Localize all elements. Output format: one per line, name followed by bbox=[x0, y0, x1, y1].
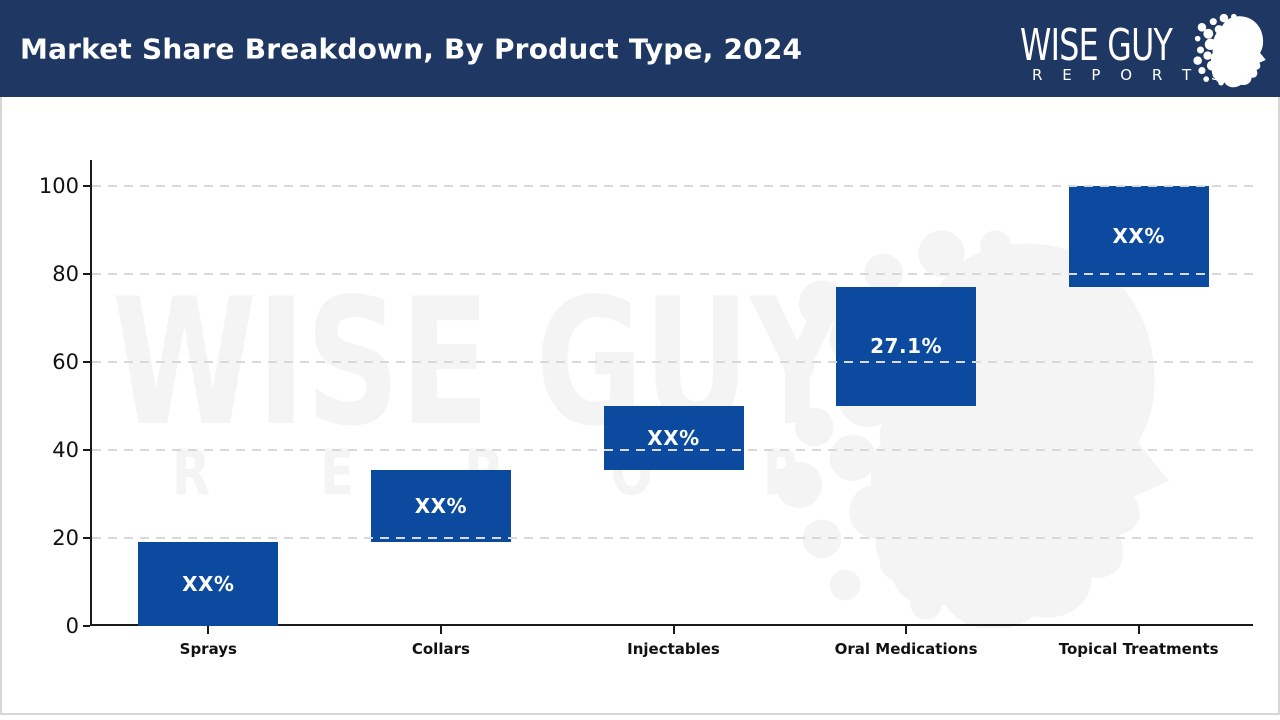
x-tick-sprays bbox=[207, 626, 210, 634]
bar-value-label-collars: XX% bbox=[414, 494, 468, 519]
gridline-60 bbox=[92, 361, 1253, 363]
x-tick-injectables bbox=[672, 626, 675, 634]
y-tick-40 bbox=[83, 449, 90, 451]
y-tick-label-20: 20 bbox=[52, 526, 79, 550]
y-tick-label-100: 100 bbox=[38, 174, 79, 198]
bar-value-label-sprays: XX% bbox=[182, 572, 235, 597]
x-tick-topical-treatments bbox=[1137, 626, 1140, 634]
header-bar: Market Share Breakdown, By Product Type,… bbox=[0, 0, 1280, 97]
y-tick-80 bbox=[83, 273, 90, 275]
gridline-20 bbox=[92, 537, 1253, 539]
gridline-80 bbox=[92, 273, 1253, 275]
y-tick-label-40: 40 bbox=[52, 438, 79, 462]
y-tick-0 bbox=[83, 625, 90, 627]
bar-oral-medications: 27.1% bbox=[836, 286, 977, 406]
wise-guy-reports-logo: WISE GUY R E P O R T S bbox=[1020, 4, 1266, 94]
y-tick-label-60: 60 bbox=[52, 350, 79, 374]
x-axis-label-injectables: Injectables bbox=[627, 640, 720, 658]
gridline-40 bbox=[92, 449, 1253, 451]
bar-value-label-injectables: XX% bbox=[647, 425, 700, 450]
bar-collars: XX% bbox=[370, 469, 511, 543]
logo-head-icon bbox=[1193, 13, 1266, 88]
x-tick-oral-medications bbox=[905, 626, 908, 634]
y-tick-label-80: 80 bbox=[52, 262, 79, 286]
bar-value-label-topical-treatments: XX% bbox=[1112, 224, 1165, 249]
plot-area: 0 20 40 60 80 100 XX% Sprays XX% Collars XX% Inject… bbox=[39, 160, 1253, 658]
y-tick-label-0: 0 bbox=[65, 614, 79, 638]
x-axis-label-oral-medications: Oral Medications bbox=[834, 640, 978, 658]
chart-outer-frame bbox=[0, 97, 1280, 715]
bar-injectables: XX% bbox=[603, 406, 744, 470]
gridline-100 bbox=[92, 185, 1253, 187]
y-tick-20 bbox=[83, 537, 90, 539]
bar-sprays: XX% bbox=[138, 542, 279, 626]
page-title: Market Share Breakdown, By Product Type,… bbox=[20, 32, 803, 65]
x-tick-collars bbox=[439, 626, 442, 634]
x-axis-label-collars: Collars bbox=[411, 640, 470, 658]
bar-topical-treatments: XX% bbox=[1068, 186, 1209, 287]
y-tick-100 bbox=[83, 185, 90, 187]
x-axis-label-sprays: Sprays bbox=[179, 640, 237, 658]
y-tick-60 bbox=[83, 361, 90, 363]
logo-reports-text: R E P O R T S bbox=[1032, 66, 1228, 84]
bar-value-label-oral-medications: 27.1% bbox=[870, 334, 943, 359]
x-axis-label-topical-treatments: Topical Treatments bbox=[1058, 640, 1219, 658]
logo-wordmark: WISE GUY bbox=[1020, 20, 1173, 71]
